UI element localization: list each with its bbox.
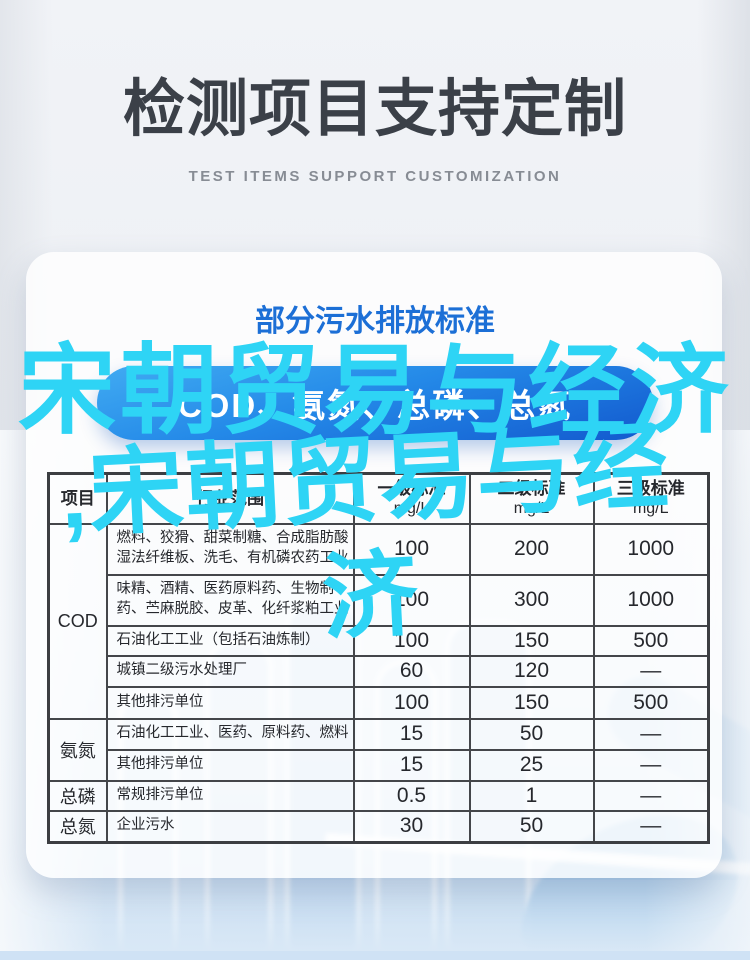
level-3-value-cell: 500 xyxy=(592,685,710,720)
level-2-value-cell: 300 xyxy=(468,573,595,627)
level-2-value-cell: 50 xyxy=(468,717,595,751)
scope-cell: 企业污水 xyxy=(105,809,355,844)
level-3-value-cell: 1000 xyxy=(592,522,710,576)
level-3-value-cell: — xyxy=(592,654,710,688)
level-1-value-cell: 60 xyxy=(352,654,471,688)
table-row: 总磷 常规排污单位 0.5 1— xyxy=(47,779,710,812)
level-2-value-cell: 1 xyxy=(468,779,595,812)
level-3-value-cell: — xyxy=(592,748,710,782)
section-heading: 部分污水排放标准 xyxy=(255,305,495,338)
header-level-label: 一级标准 xyxy=(377,479,446,499)
level-1-value-cell: 100 xyxy=(352,624,471,657)
table-row: 总氮 企业污水 30 50— xyxy=(47,809,710,844)
header-level-label: 三级标准 xyxy=(616,479,685,499)
header-level-1: 一级标准 mg/L xyxy=(352,472,471,525)
parameters-banner-label: COD、氨氮、总磷、总氮 xyxy=(177,387,573,424)
item-cell: 氨氮 xyxy=(47,717,108,782)
level-2-value-cell: 50 xyxy=(468,809,595,844)
bottom-strip xyxy=(0,951,750,960)
table-row: 氨氮 石油化工工业、医药、原料药、燃料 15 50— xyxy=(47,717,710,782)
item-cell: 总磷 xyxy=(47,779,108,812)
header-level-2: 二级标准 mg/L xyxy=(468,472,595,525)
level-2-value-cell: 25 xyxy=(468,748,595,782)
header-unit: mg/L xyxy=(393,500,430,518)
level-1-value-cell: 30 xyxy=(352,809,471,844)
scope-cell: 燃料、狡猾、甜菜制糖、合成脂肪酸湿法纤维板、洗毛、有机磷农药工业 xyxy=(105,522,355,576)
table-row: 其他排污单位 100 150 500 xyxy=(49,685,710,720)
header-level-3: 三级标准 mg/L xyxy=(592,472,710,525)
parameters-banner-button[interactable]: COD、氨氮、总磷、总氮 xyxy=(97,366,653,440)
level-1-value-cell: 15 xyxy=(352,717,471,751)
standards-table-header: 项目 行业范围 一级标准 mg/L 二级标准 mg/L 三级标准 mg/L xyxy=(47,472,710,525)
table-row: COD 燃料、狡猾、甜菜制糖、合成脂肪酸湿法纤维板、洗毛、有机磷农药工业 100 20… xyxy=(47,522,710,720)
level-2-value-cell: 120 xyxy=(468,654,595,688)
level-2-value-cell: 200 xyxy=(468,522,595,576)
item-cell: 总氮 xyxy=(47,809,108,844)
table-row: 石油化工工业（包括石油炼制） 100 150 500 xyxy=(49,624,710,657)
standards-table: 项目 行业范围 一级标准 mg/L 二级标准 mg/L 三级标准 mg/L COD 燃料、狡猾、… xyxy=(47,472,710,844)
item-cell: COD xyxy=(47,522,108,720)
level-3-value-cell: — xyxy=(592,717,710,751)
level-2-value-cell: 150 xyxy=(468,685,595,720)
page-title: 检测项目支持定制 xyxy=(122,75,627,144)
scope-cell: 石油化工工业（包括石油炼制） xyxy=(105,624,355,657)
header-row: 项目 行业范围 一级标准 mg/L 二级标准 mg/L 三级标准 mg/L xyxy=(47,472,710,525)
page-subtitle: TEST ITEMS SUPPORT CUSTOMIZATION xyxy=(188,168,562,185)
scope-cell: 石油化工工业、医药、原料药、燃料 xyxy=(105,717,355,751)
level-3-value-cell: 500 xyxy=(592,624,710,657)
level-1-value-cell: 100 xyxy=(352,522,471,576)
standards-table-body: COD 燃料、狡猾、甜菜制糖、合成脂肪酸湿法纤维板、洗毛、有机磷农药工业 100 20… xyxy=(47,522,710,844)
header-item: 项目 xyxy=(47,472,108,525)
table-row: 城镇二级污水处理厂 60 120— xyxy=(49,654,710,688)
level-1-value-cell: 100 xyxy=(352,573,471,627)
table-row: 味精、酒精、医药原料药、生物制药、苎麻脱胶、皮革、化纤浆粕工业 100 300 100… xyxy=(49,573,710,627)
scope-cell: 城镇二级污水处理厂 xyxy=(105,654,355,688)
level-1-value-cell: 100 xyxy=(352,685,471,720)
level-1-value-cell: 15 xyxy=(352,748,471,782)
header-unit: mg/L xyxy=(513,500,550,518)
header-unit: mg/L xyxy=(632,500,669,518)
scope-cell: 其他排污单位 xyxy=(105,748,355,782)
level-3-value-cell: — xyxy=(592,779,710,812)
level-2-value-cell: 150 xyxy=(468,624,595,657)
table-row: 其他排污单位 15 25— xyxy=(49,748,710,782)
scope-cell: 味精、酒精、医药原料药、生物制药、苎麻脱胶、皮革、化纤浆粕工业 xyxy=(105,573,355,627)
level-3-value-cell: 1000 xyxy=(592,573,710,627)
scope-cell: 其他排污单位 xyxy=(105,685,355,720)
level-1-value-cell: 0.5 xyxy=(352,779,471,812)
scope-cell: 常规排污单位 xyxy=(105,779,355,812)
header-level-label: 二级标准 xyxy=(497,479,566,499)
header-scope: 行业范围 xyxy=(105,472,355,525)
level-3-value-cell: — xyxy=(592,809,710,844)
